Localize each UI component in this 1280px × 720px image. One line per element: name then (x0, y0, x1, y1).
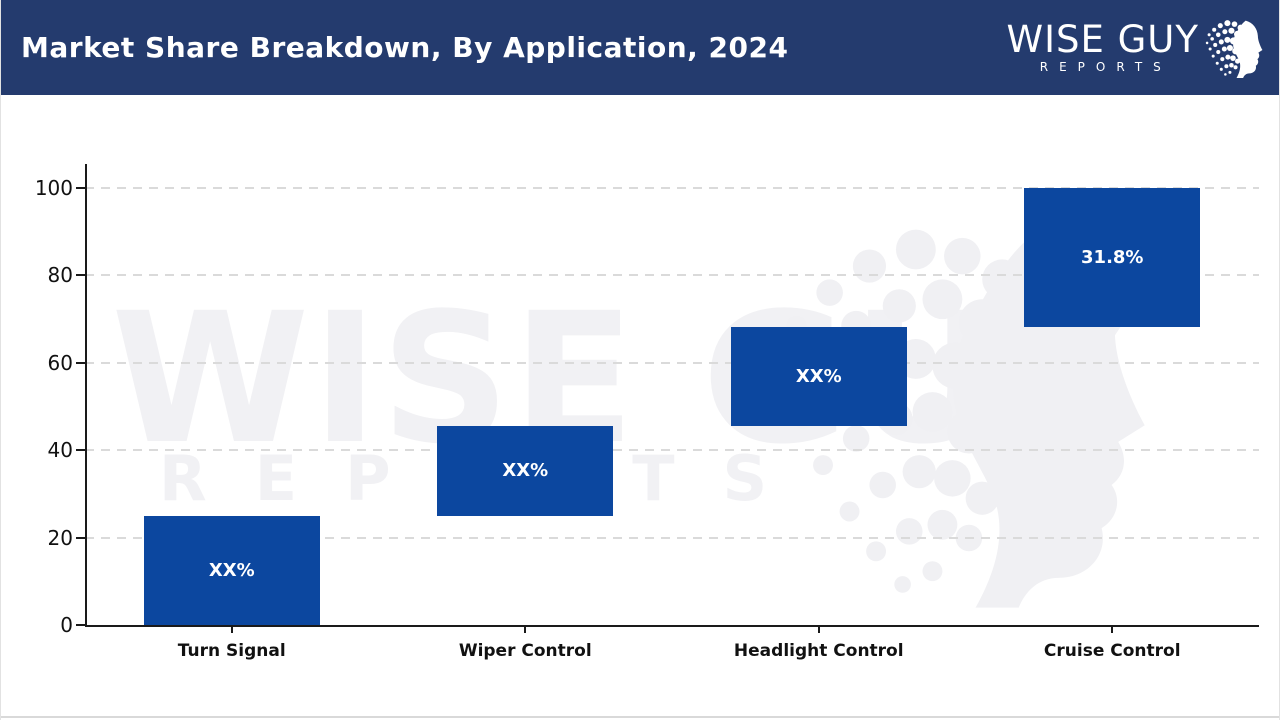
y-axis-tick-mark (76, 361, 85, 364)
y-axis-tick-label: 80 (47, 263, 73, 288)
x-axis-tick-mark (817, 625, 820, 633)
x-axis-tick-mark (230, 625, 233, 633)
logo-face-icon (1205, 19, 1263, 78)
y-axis-tick-label: 20 (47, 525, 73, 550)
x-axis-tick-mark (524, 625, 527, 633)
y-axis-tick-label: 0 (60, 613, 73, 637)
bar-turn-signal: XX% (143, 515, 320, 625)
logo-brand-text: WISE GUY (1006, 17, 1199, 61)
bar-cruise-control: 31.8% (1024, 188, 1201, 327)
y-axis-tick-label: 40 (47, 438, 73, 463)
x-axis-category-label: Cruise Control (1043, 641, 1181, 661)
bar-value-label: 31.8% (1081, 247, 1144, 268)
header-bar: Market Share Breakdown, By Application, … (1, 0, 1279, 95)
y-axis-tick-mark (76, 187, 85, 190)
bar-value-label: XX% (208, 559, 255, 581)
wise-guy-reports-logo: WISE GUY REPORTS (1007, 8, 1267, 88)
bottom-border-line (1, 716, 1279, 718)
bar-value-label: XX% (502, 460, 549, 482)
y-axis-tick-mark (76, 624, 85, 626)
x-axis-spine (85, 625, 1259, 627)
x-axis-category-label: Turn Signal (177, 641, 286, 661)
y-axis-spine (85, 164, 87, 627)
gridline-40 (85, 449, 1259, 452)
y-axis-tick-mark (76, 274, 85, 277)
logo-sub-text: REPORTS (1039, 60, 1172, 75)
y-axis-tick-mark (76, 536, 85, 539)
gridline-20 (85, 536, 1259, 539)
gridline-100 (85, 187, 1259, 190)
y-axis-tick-label: 100 (34, 176, 73, 201)
gridline-80 (85, 274, 1259, 277)
bar-wiper-control: XX% (437, 426, 614, 516)
x-axis-tick-mark (1111, 625, 1114, 633)
gridline-60 (85, 361, 1259, 364)
chart-title: Market Share Breakdown, By Application, … (21, 31, 789, 64)
x-axis-category-label: Headlight Control (733, 641, 904, 661)
y-axis-tick-label: 60 (47, 350, 73, 375)
x-axis-category-label: Wiper Control (458, 641, 592, 661)
bar-value-label: XX% (795, 366, 842, 388)
y-axis-tick-mark (76, 449, 85, 452)
logo-text: WISE GUY REPORTS (1006, 17, 1199, 75)
bar-headlight-control: XX% (730, 326, 907, 427)
